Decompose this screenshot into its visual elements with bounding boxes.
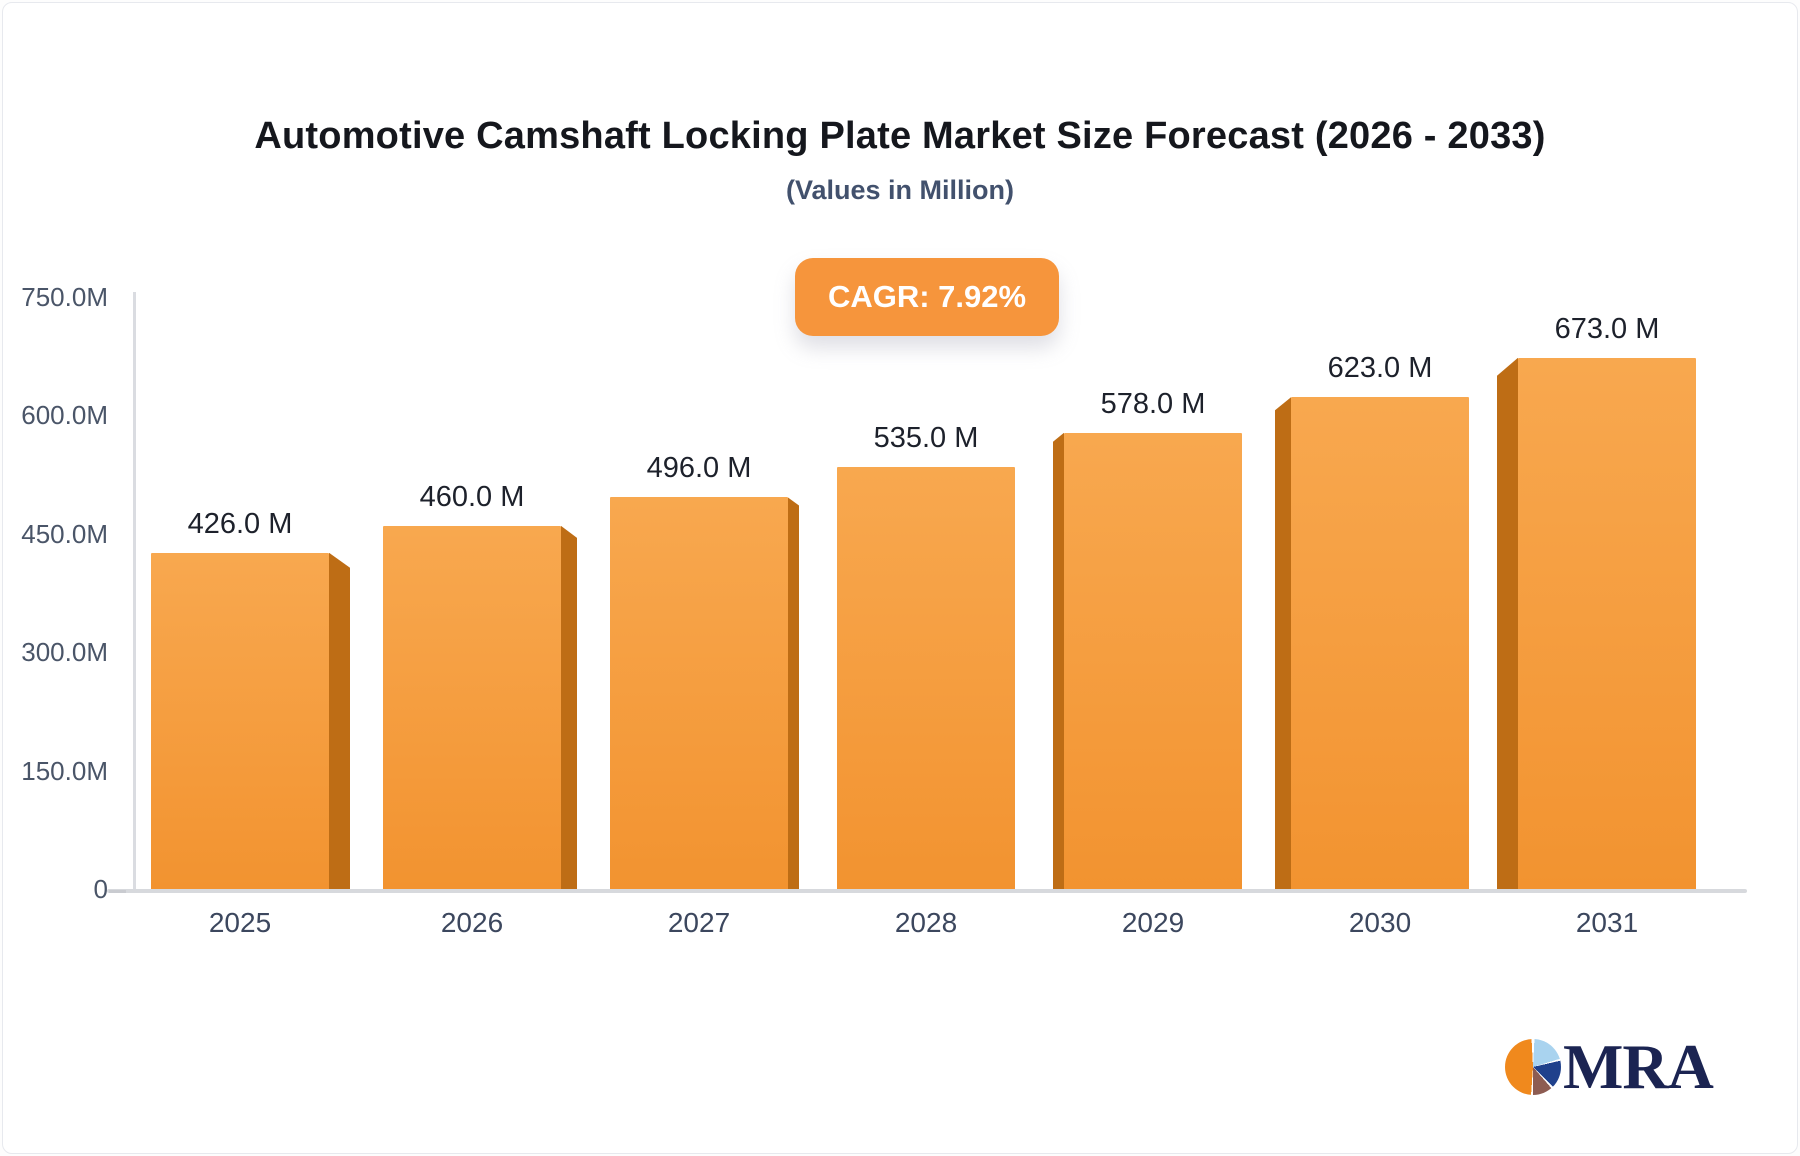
bar-value-label: 426.0 M bbox=[187, 507, 293, 540]
bar-2028 bbox=[837, 466, 1015, 889]
bar-value-label: 623.0 M bbox=[1327, 352, 1433, 385]
bar-value-label: 578.0 M bbox=[1100, 387, 1206, 420]
bar-2030 bbox=[1291, 397, 1469, 889]
y-tick-label: 600.0M bbox=[21, 400, 108, 431]
y-axis-line bbox=[133, 292, 136, 891]
mra-logo-text: MRA bbox=[1563, 1031, 1714, 1102]
bar-value-label: 673.0 M bbox=[1554, 312, 1660, 345]
mra-logo: MRA bbox=[1505, 1031, 1714, 1102]
bar-side-face bbox=[329, 552, 350, 889]
x-axis-label-2031: 2031 bbox=[1575, 907, 1639, 938]
bar-value-label: 460.0 M bbox=[419, 480, 525, 513]
x-axis-baseline bbox=[107, 889, 1747, 893]
pie-chart-icon bbox=[1505, 1039, 1561, 1095]
y-tick-label: 450.0M bbox=[21, 518, 108, 549]
cagr-badge-label: CAGR: 7.92% bbox=[827, 279, 1027, 314]
y-tick-label: 150.0M bbox=[21, 755, 108, 786]
bar-side-face bbox=[561, 525, 577, 889]
zero-tick-mark bbox=[109, 890, 126, 893]
bar-2027 bbox=[610, 497, 788, 889]
bar-side-face bbox=[1275, 397, 1291, 889]
bar-side-face bbox=[1053, 432, 1064, 889]
x-axis-label-2027: 2027 bbox=[667, 907, 731, 938]
cagr-badge: CAGR: 7.92% bbox=[795, 258, 1059, 336]
chart-subtitle: (Values in Million) bbox=[785, 175, 1015, 205]
x-axis-label-2026: 2026 bbox=[440, 907, 504, 938]
bar-2025 bbox=[151, 552, 329, 889]
chart-title: Automotive Camshaft Locking Plate Market… bbox=[254, 115, 1546, 157]
x-axis-label-2025: 2025 bbox=[208, 907, 272, 938]
x-axis-label-2029: 2029 bbox=[1121, 907, 1185, 938]
bar-value-label: 535.0 M bbox=[873, 421, 979, 454]
y-tick-label: 300.0M bbox=[21, 637, 108, 668]
bar-2031 bbox=[1518, 357, 1696, 889]
bar-2029 bbox=[1064, 432, 1242, 889]
bar-side-face bbox=[788, 497, 799, 889]
x-axis-label-2028: 2028 bbox=[894, 907, 958, 938]
y-tick-label: 750.0M bbox=[21, 282, 108, 312]
x-axis-label-2030: 2030 bbox=[1348, 907, 1412, 938]
bar-2026 bbox=[383, 525, 561, 889]
y-tick-label: 0 bbox=[93, 874, 108, 904]
bar-value-label: 496.0 M bbox=[646, 452, 752, 485]
bar-side-face bbox=[1497, 357, 1518, 889]
